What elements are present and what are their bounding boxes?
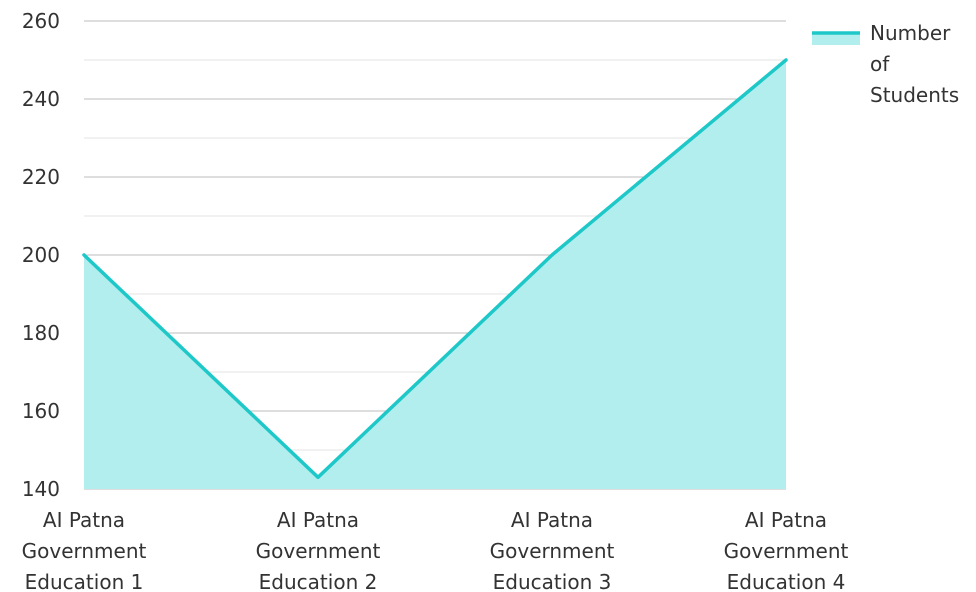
x-tick-label: AI Patna bbox=[43, 508, 125, 532]
legend: Number of Students bbox=[812, 21, 959, 107]
y-axis-ticks: 140 160 180 200 220 240 260 bbox=[22, 9, 60, 501]
x-tick-label: AI Patna bbox=[511, 508, 593, 532]
y-tick-label: 140 bbox=[22, 477, 60, 501]
x-tick-label: AI Patna bbox=[277, 508, 359, 532]
legend-label: of bbox=[870, 52, 890, 76]
legend-label: Number bbox=[870, 21, 951, 45]
y-tick-label: 180 bbox=[22, 321, 60, 345]
x-tick-label: AI Patna bbox=[745, 508, 827, 532]
x-tick-label: Education 1 bbox=[25, 570, 144, 592]
legend-swatch-fill bbox=[812, 33, 860, 45]
y-tick-label: 240 bbox=[22, 87, 60, 111]
series-line bbox=[82, 58, 788, 480]
x-tick-label: Government bbox=[22, 539, 147, 563]
x-tick-label: Government bbox=[724, 539, 849, 563]
series-area bbox=[82, 58, 788, 489]
y-tick-label: 260 bbox=[22, 9, 60, 33]
legend-label: Students bbox=[870, 83, 959, 107]
x-tick-label: Education 4 bbox=[727, 570, 846, 592]
y-tick-label: 160 bbox=[22, 399, 60, 423]
x-tick-label: Government bbox=[256, 539, 381, 563]
x-tick-label: Government bbox=[490, 539, 615, 563]
y-tick-label: 220 bbox=[22, 165, 60, 189]
x-tick-label: Education 3 bbox=[493, 570, 612, 592]
x-axis-ticks: AI Patna Government Education 1 AI Patna Gov… bbox=[22, 508, 849, 592]
x-tick-label: Education 2 bbox=[259, 570, 378, 592]
series-area-fill bbox=[84, 60, 786, 489]
y-tick-label: 200 bbox=[22, 243, 60, 267]
